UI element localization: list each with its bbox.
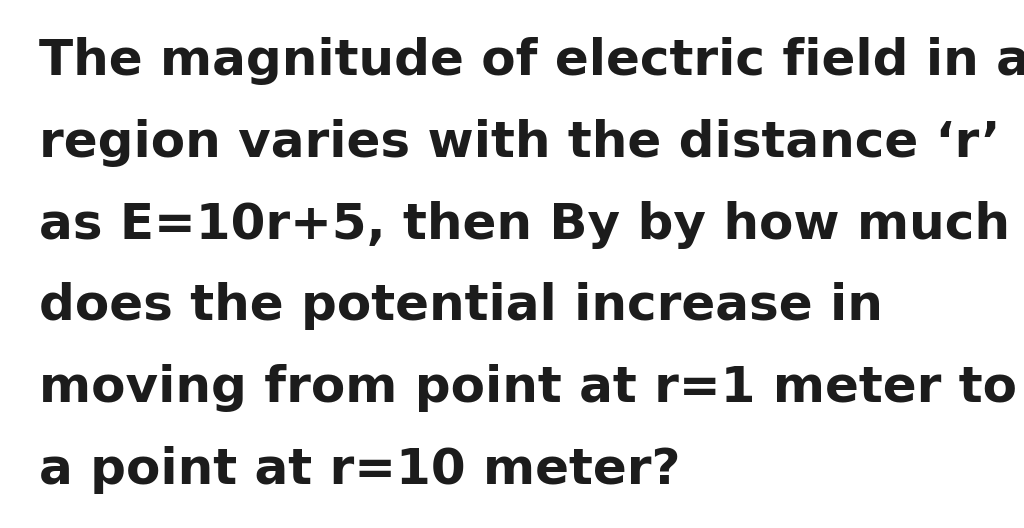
Text: does the potential increase in: does the potential increase in (39, 282, 883, 331)
Text: as E=10r+5, then By by how much: as E=10r+5, then By by how much (39, 201, 1010, 249)
Text: a point at r=10 meter?: a point at r=10 meter? (39, 446, 680, 494)
Text: The magnitude of electric field in a: The magnitude of electric field in a (39, 37, 1024, 85)
Text: region varies with the distance ‘r’: region varies with the distance ‘r’ (39, 119, 1000, 167)
Text: moving from point at r=1 meter to: moving from point at r=1 meter to (39, 364, 1017, 412)
